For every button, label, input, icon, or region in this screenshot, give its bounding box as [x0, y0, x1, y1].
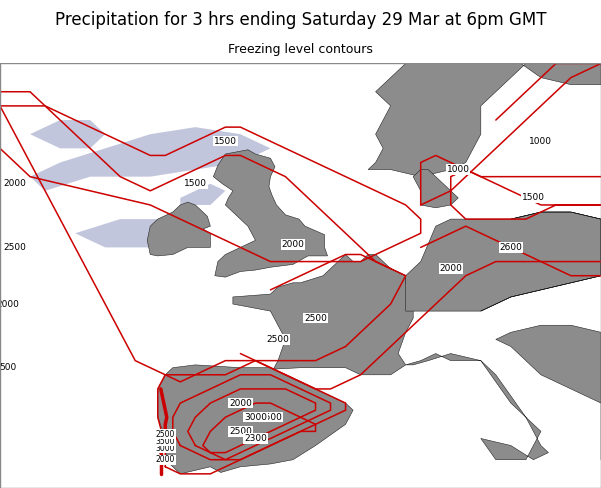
- Text: 1000: 1000: [529, 137, 552, 146]
- Polygon shape: [30, 120, 105, 148]
- Text: 500: 500: [0, 363, 16, 372]
- Text: 3000: 3000: [156, 444, 175, 453]
- Text: 2600: 2600: [499, 243, 522, 252]
- Polygon shape: [147, 202, 210, 256]
- Text: 3000: 3000: [244, 413, 267, 422]
- Text: 1500: 1500: [184, 179, 207, 188]
- Polygon shape: [75, 219, 195, 247]
- Polygon shape: [413, 170, 459, 208]
- Text: 2300: 2300: [244, 434, 267, 443]
- Text: 2500: 2500: [156, 430, 175, 439]
- Text: 2500: 2500: [259, 413, 282, 422]
- Text: 2500: 2500: [266, 335, 290, 344]
- Text: 2000: 2000: [4, 179, 26, 188]
- Text: 2000: 2000: [229, 399, 252, 407]
- Polygon shape: [30, 127, 270, 191]
- Polygon shape: [233, 255, 413, 375]
- Text: 2000: 2000: [156, 455, 175, 464]
- Text: 2000: 2000: [281, 240, 305, 249]
- Polygon shape: [368, 57, 601, 177]
- Text: 3500: 3500: [156, 437, 175, 446]
- Text: Precipitation for 3 hrs ending Saturday 29 Mar at 6pm GMT: Precipitation for 3 hrs ending Saturday …: [55, 11, 546, 29]
- Text: 1500: 1500: [522, 193, 545, 203]
- Polygon shape: [481, 212, 601, 311]
- Text: 2500: 2500: [229, 427, 252, 436]
- Polygon shape: [180, 184, 225, 205]
- Text: 2000: 2000: [0, 300, 19, 308]
- Text: 2500: 2500: [4, 243, 26, 252]
- Text: 2500: 2500: [304, 314, 327, 323]
- Text: 2000: 2000: [439, 264, 462, 273]
- Polygon shape: [391, 212, 601, 311]
- Polygon shape: [406, 354, 549, 460]
- Polygon shape: [213, 150, 328, 277]
- Text: 1000: 1000: [447, 165, 470, 174]
- Text: 1500: 1500: [214, 137, 237, 146]
- Polygon shape: [157, 365, 353, 474]
- Polygon shape: [496, 325, 601, 403]
- Text: Freezing level contours: Freezing level contours: [228, 43, 373, 56]
